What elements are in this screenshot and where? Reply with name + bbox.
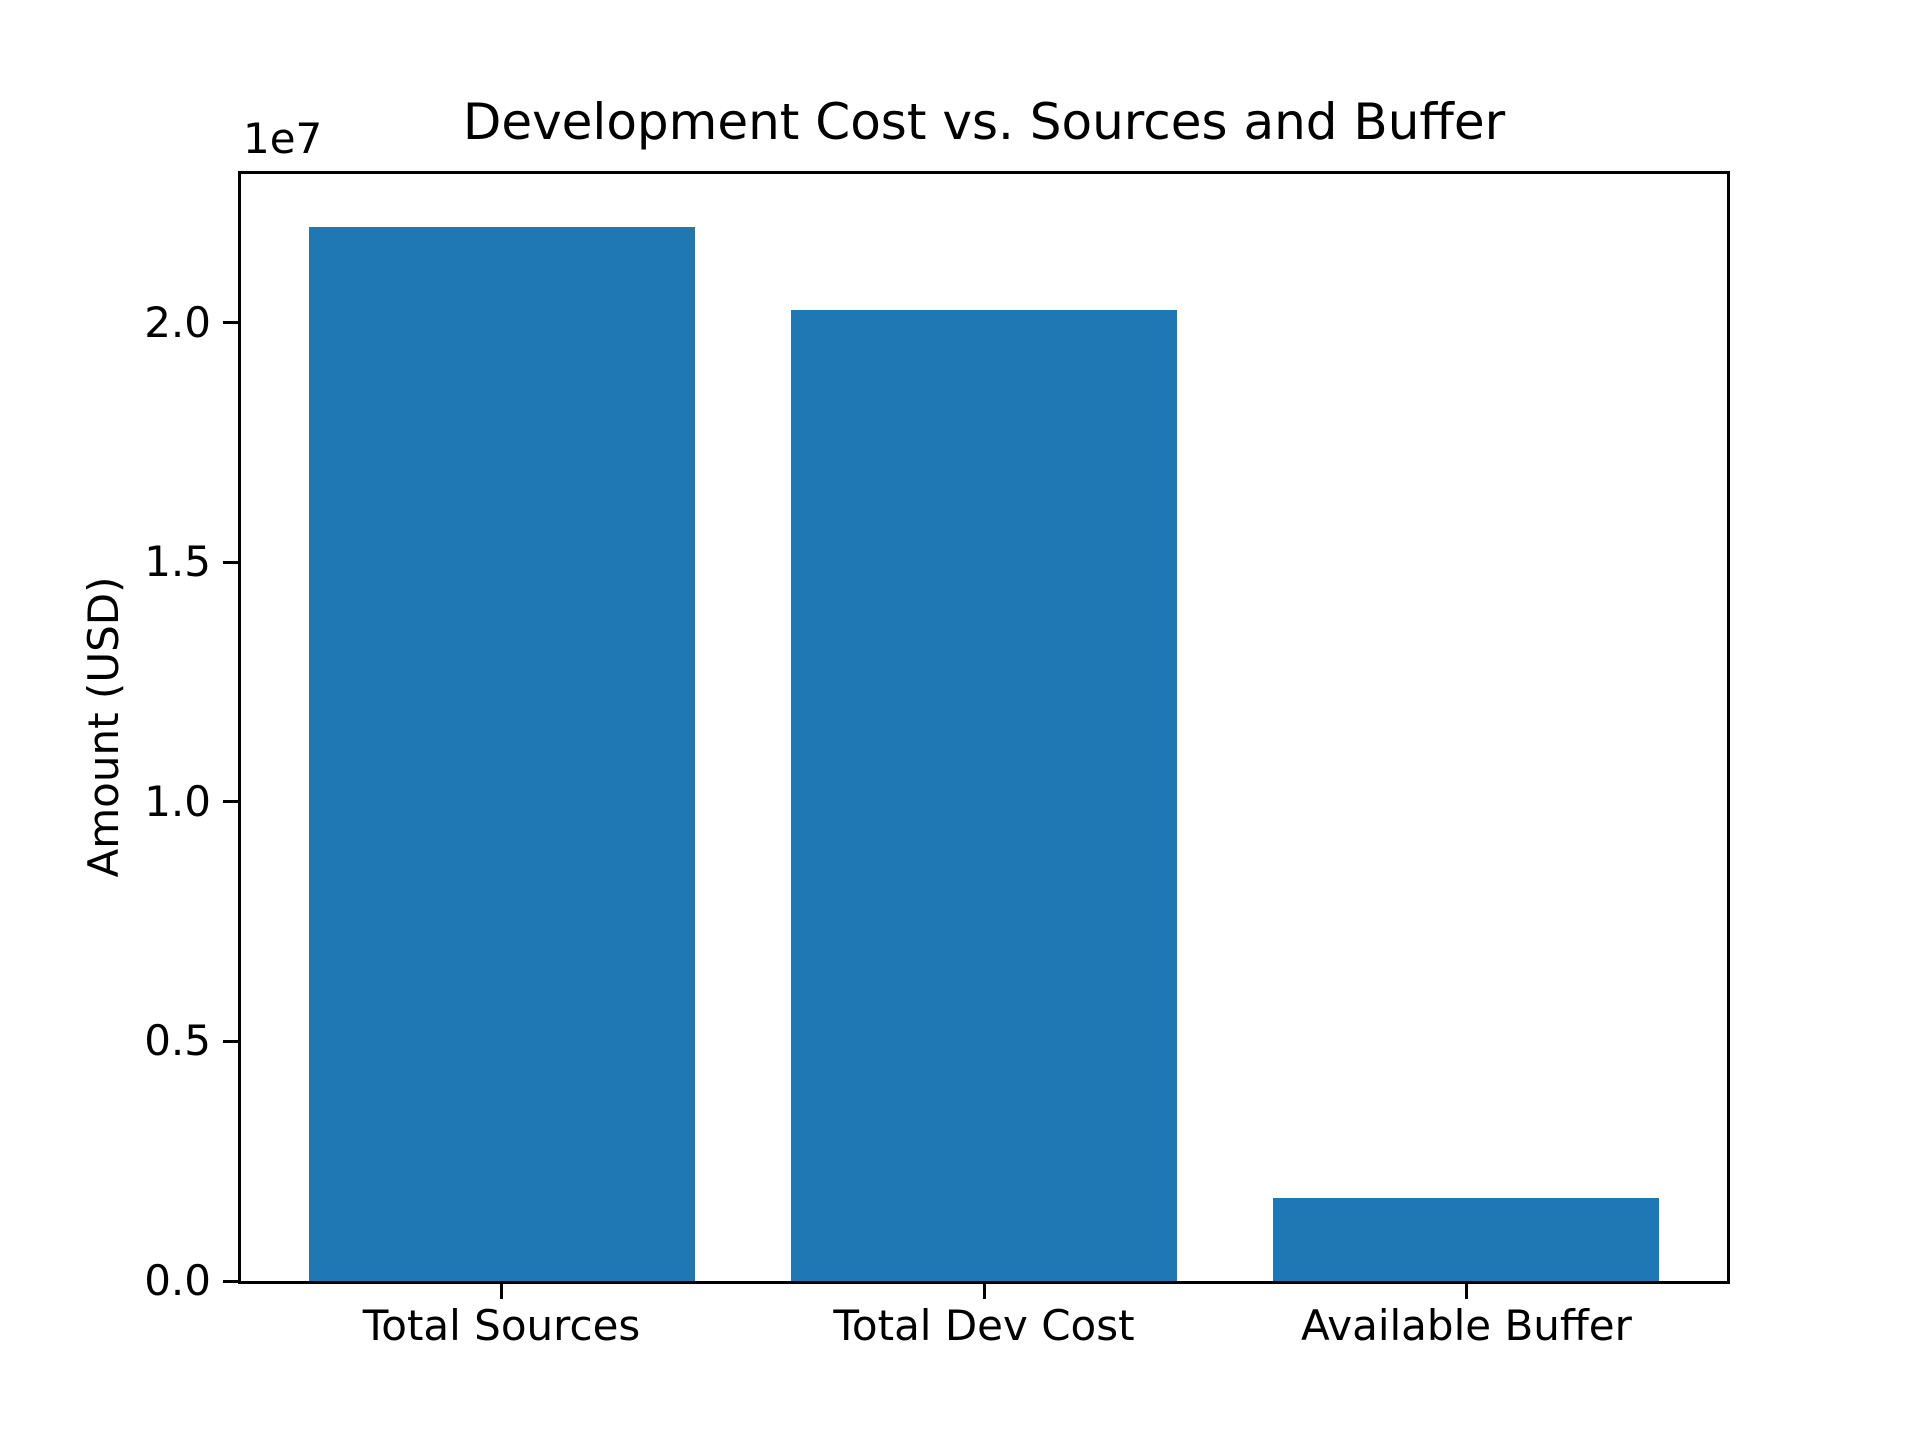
chart-title: Development Cost vs. Sources and Buffer	[462, 93, 1506, 151]
x-tick-label-available-buffer: Available Buffer	[1300, 1301, 1632, 1350]
y-tick-label: 1.0	[144, 776, 211, 826]
x-tick-label-total-sources: Total Sources	[362, 1301, 641, 1350]
bar-total-sources	[308, 226, 695, 1281]
y-tick	[223, 800, 238, 804]
y-tick	[223, 560, 238, 564]
y-tick-label: 2.0	[144, 297, 211, 347]
y-tick-label: 0.0	[144, 1256, 211, 1305]
y-axis-offset-label: 1e7	[243, 114, 323, 163]
x-tick	[1464, 1284, 1468, 1299]
plot-area	[241, 174, 1727, 1281]
axes-frame	[238, 171, 1730, 1284]
y-tick-label: 1.5	[144, 537, 211, 587]
y-tick	[223, 321, 238, 325]
y-tick	[223, 1039, 238, 1043]
y-tick	[223, 1279, 238, 1283]
bar-total-dev-cost	[791, 309, 1177, 1281]
bar-available-buffer	[1273, 1198, 1660, 1281]
x-tick	[982, 1284, 986, 1299]
x-tick-label-total-dev-cost: Total Dev Cost	[833, 1301, 1135, 1350]
x-tick	[500, 1284, 504, 1299]
y-axis-label: Amount (USD)	[79, 576, 128, 878]
y-tick-label: 0.5	[144, 1016, 211, 1066]
